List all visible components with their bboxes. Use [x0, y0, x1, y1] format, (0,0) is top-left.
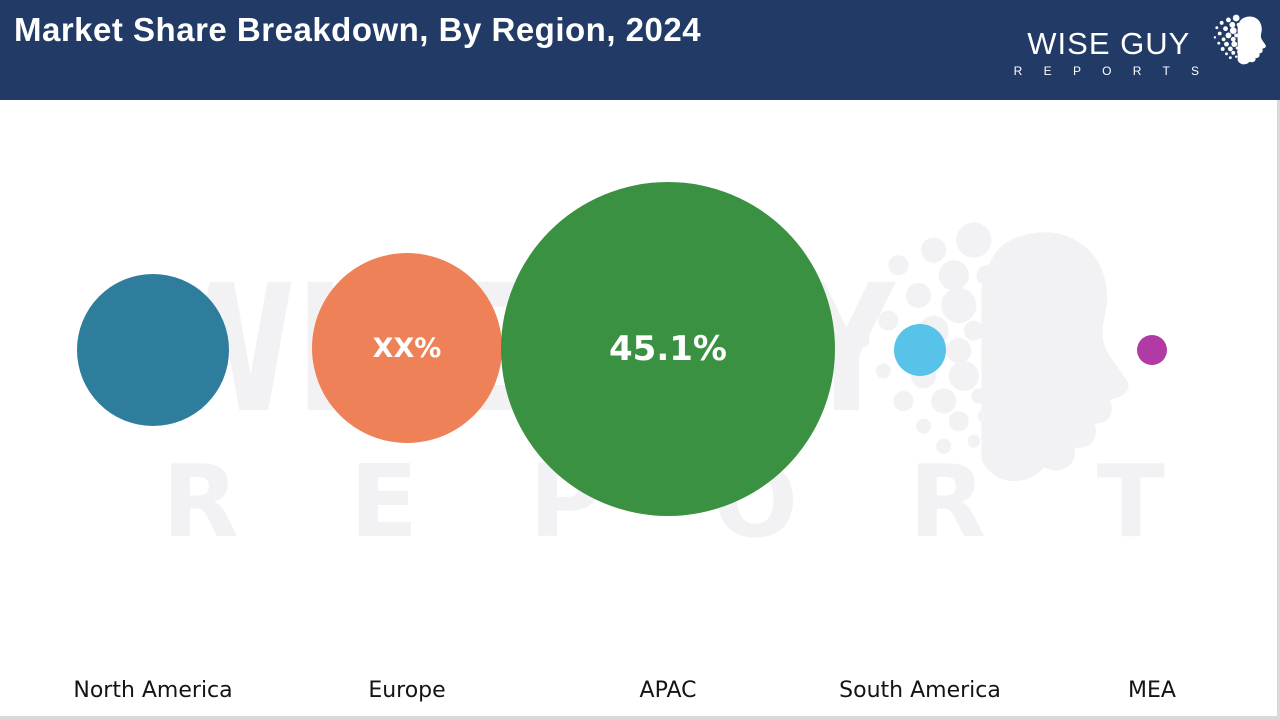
page-title: Market Share Breakdown, By Region, 2024 [14, 11, 702, 48]
header-bar: Market Share Breakdown, By Region, 2024 … [0, 0, 1280, 100]
brand-logo: WISE GUY R E P O R T S [1010, 4, 1270, 82]
category-label-north-america: North America [73, 678, 233, 703]
bubble-mea [1137, 335, 1167, 365]
bubble-north-america [77, 274, 229, 426]
bottom-edge-strip [0, 716, 1280, 720]
category-label-apac: APAC [639, 678, 697, 703]
bubble-value-europe: XX% [372, 332, 442, 364]
bubble-south-america [894, 324, 946, 376]
bubble-value-apac: 45.1% [609, 329, 727, 369]
bubble-apac: 45.1% [501, 182, 835, 516]
brand-logo-text: WISE GUY R E P O R T S [1010, 26, 1208, 78]
bubble-europe: XX% [312, 253, 502, 443]
brand-name: WISE GUY [1027, 26, 1191, 61]
category-label-south-america: South America [839, 678, 1001, 703]
brand-subtitle: R E P O R T S [1013, 64, 1208, 78]
right-edge-strip [1277, 100, 1280, 720]
category-label-europe: Europe [368, 678, 446, 703]
category-label-mea: MEA [1128, 678, 1176, 703]
brand-head-icon [1213, 14, 1266, 65]
